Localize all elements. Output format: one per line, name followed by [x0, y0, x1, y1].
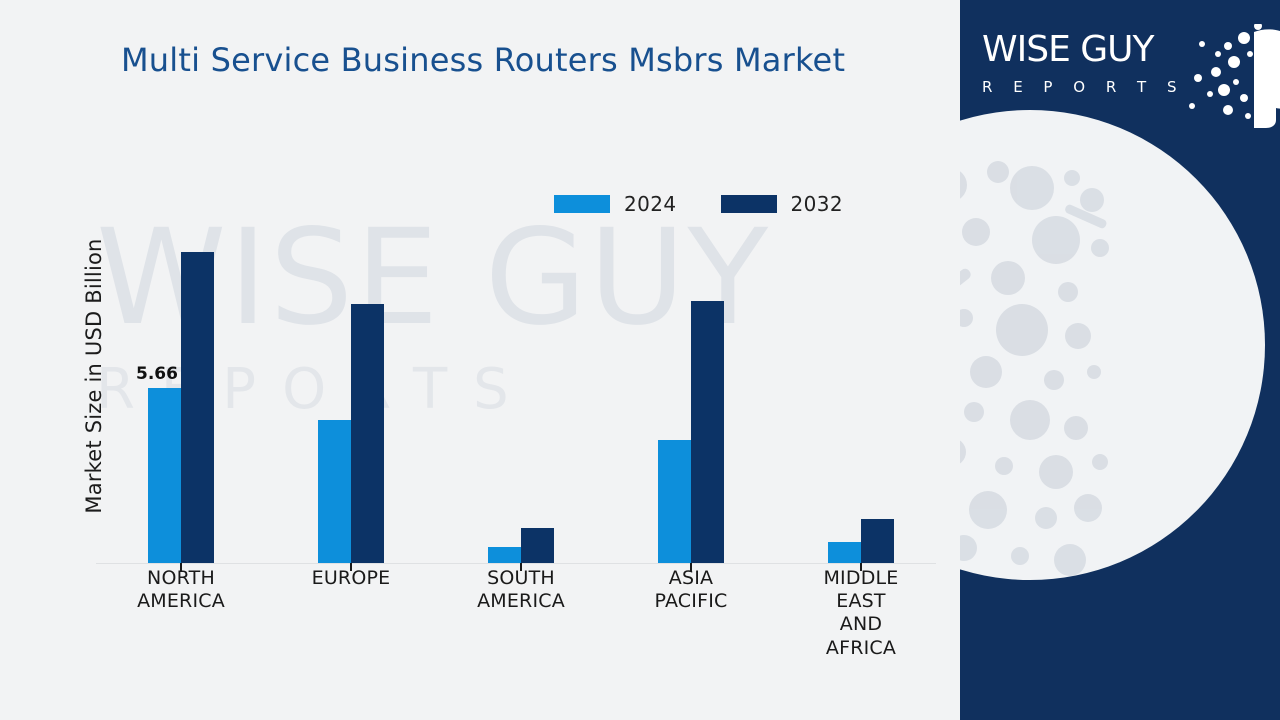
x-axis-label: SOUTH AMERICA — [451, 567, 591, 613]
bar-group — [318, 160, 384, 564]
chart-title: Multi Service Business Routers Msbrs Mar… — [121, 41, 846, 79]
x-axis-tick — [690, 563, 692, 571]
x-axis-label-line: EUROPE — [311, 567, 391, 589]
x-axis-label: MIDDLE EAST AND AFRICA — [791, 567, 931, 660]
plot-area: 5.66 — [96, 160, 936, 564]
x-axis-label-line: PACIFIC — [654, 590, 728, 613]
bar-2024[interactable] — [148, 388, 181, 564]
x-axis-label: EUROPE — [281, 567, 421, 590]
legend-swatch-2032 — [720, 195, 777, 213]
x-axis-label: ASIA PACIFIC — [621, 567, 761, 613]
bar-2024[interactable] — [318, 420, 351, 564]
x-axis-labels: NORTH AMERICA EUROPE SOUTH AMERICA ASIA PACIFI… — [96, 567, 956, 687]
bar-value-label: 5.66 — [136, 364, 178, 384]
x-axis-tick — [520, 563, 522, 571]
brand-logo-sub-text: R E P O R T S — [982, 78, 1185, 96]
x-axis-label-line: AMERICA — [477, 590, 565, 613]
brand-background-graphic — [960, 0, 1280, 720]
chart-legend: 2024 2032 — [554, 192, 843, 216]
brand-logo-head-icon — [1189, 24, 1280, 128]
bar-2032[interactable] — [351, 304, 384, 564]
bar-2024[interactable] — [658, 440, 691, 564]
bar-2032[interactable] — [181, 252, 214, 564]
x-axis-line — [96, 563, 936, 564]
legend-swatch-2024 — [554, 195, 610, 213]
x-axis-ticks — [96, 563, 936, 571]
bar-2024[interactable] — [488, 547, 521, 564]
x-axis-label-line: SOUTH — [487, 567, 555, 589]
x-axis-label-line: NORTH — [147, 567, 215, 589]
bar-2032[interactable] — [521, 528, 554, 564]
x-axis-tick — [180, 563, 182, 571]
x-axis-label-line: AND — [839, 613, 883, 636]
x-axis-label: NORTH AMERICA — [111, 567, 251, 613]
bar-series-container: 5.66 — [96, 160, 936, 564]
chart-panel: WISE GUY REPORTS Multi Service Business … — [82, 41, 956, 687]
x-axis-label-line: ASIA — [668, 567, 714, 589]
brand-logo-main-text: WISE GUY — [982, 29, 1155, 70]
legend-label-2032: 2032 — [790, 192, 843, 216]
x-axis-label-line: AFRICA — [825, 636, 897, 659]
bar-2024[interactable] — [828, 542, 861, 564]
x-axis-tick — [350, 563, 352, 571]
bar-group — [828, 160, 894, 564]
legend-label-2024: 2024 — [624, 192, 677, 216]
bar-group — [658, 160, 724, 564]
bar-group: 5.66 — [136, 160, 214, 564]
x-axis-label-line: EAST — [836, 590, 886, 613]
legend-item-2024[interactable]: 2024 — [554, 192, 677, 216]
brand-logo: WISE GUY R E P O R T S — [982, 24, 1280, 128]
x-axis-label-line: MIDDLE — [823, 567, 899, 589]
brand-panel: WISE GUY R E P O R T S — [960, 0, 1280, 720]
bar-group — [488, 160, 554, 564]
bar-2032[interactable] — [861, 519, 894, 564]
x-axis-tick — [860, 563, 862, 571]
x-axis-label-line: AMERICA — [137, 590, 225, 613]
bar-2032[interactable] — [691, 301, 724, 564]
legend-item-2032[interactable]: 2032 — [720, 192, 844, 216]
